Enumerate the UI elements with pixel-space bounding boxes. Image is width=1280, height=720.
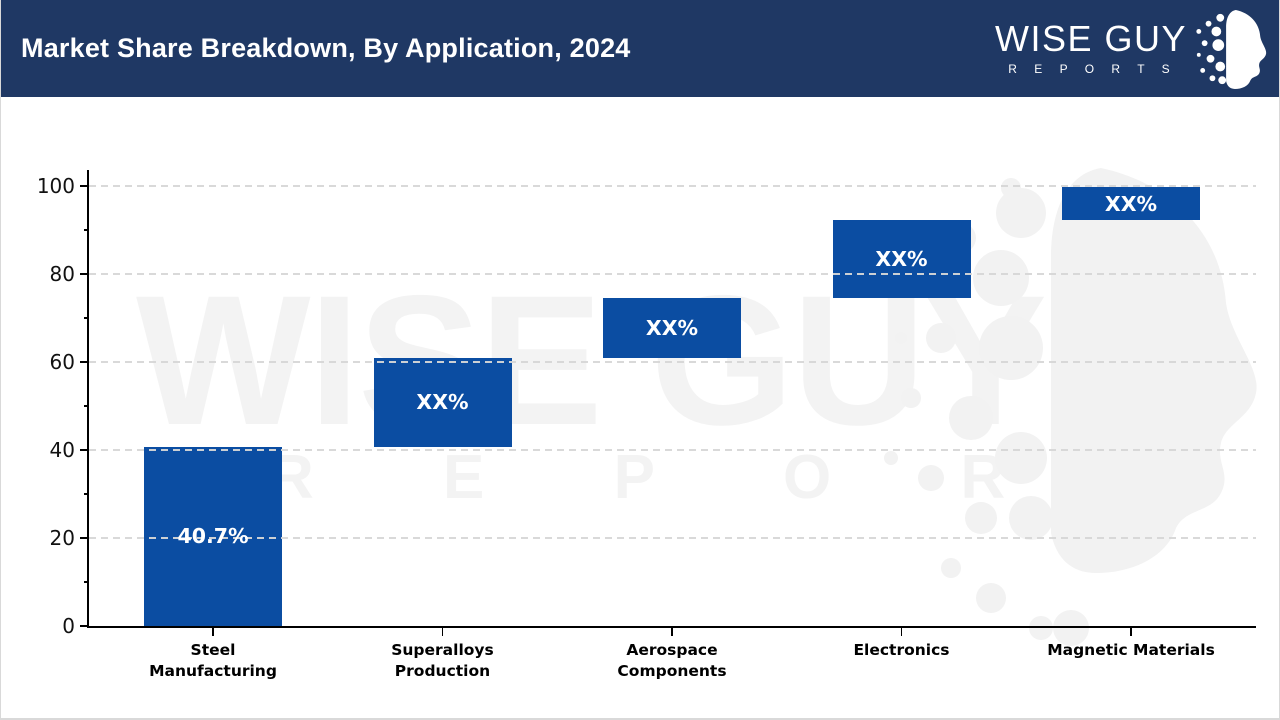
x-tick-aerospace-components (671, 628, 673, 636)
x-category-label-line: Superalloys (391, 641, 494, 659)
bar-value-label-steel-manufacturing: 40.7% (177, 524, 249, 549)
x-tick-magnetic-materials (1130, 628, 1132, 636)
x-category-label-line: Steel (190, 641, 236, 659)
logo-wordmark-sub: R E P O R T S (1008, 62, 1177, 76)
y-tick-label-80: 80 (49, 262, 75, 286)
x-category-label-line: Magnetic Materials (1047, 641, 1215, 659)
bar-steel-manufacturing (144, 446, 282, 626)
gridline-60 (89, 361, 1256, 363)
wise-guy-logo: WISE GUY R E P O R T S (995, 7, 1269, 91)
y-minor-tick-50 (84, 405, 89, 407)
x-category-label-steel-manufacturing: Steel Manufacturing (103, 640, 323, 682)
y-tick-40 (80, 449, 89, 451)
x-category-label-line: Electronics (853, 641, 950, 659)
logo-face-icon (1196, 9, 1267, 89)
y-axis-line (87, 170, 89, 628)
y-minor-tick-90 (84, 229, 89, 231)
x-category-label-line: Manufacturing (149, 662, 277, 680)
header-bar: Market Share Breakdown, By Application, … (1, 0, 1279, 97)
y-minor-tick-10 (84, 581, 89, 583)
x-category-label-electronics: Electronics (792, 640, 1012, 661)
x-category-label-line: Aerospace (626, 641, 718, 659)
x-tick-electronics (900, 628, 903, 636)
bar-value-label-electronics: XX% (875, 247, 928, 272)
y-tick-80 (80, 273, 89, 275)
y-tick-label-20: 20 (49, 526, 75, 550)
bar-value-label-superalloys-production: XX% (416, 390, 469, 415)
y-tick-label-60: 60 (49, 350, 75, 374)
y-tick-label-40: 40 (49, 438, 75, 462)
y-tick-label-100: 100 (36, 174, 75, 198)
y-minor-tick-70 (84, 317, 89, 319)
bar-aerospace-components (603, 298, 741, 358)
bar-superalloys-production (373, 357, 512, 447)
x-category-label-magnetic-materials: Magnetic Materials (1021, 640, 1241, 661)
y-tick-100 (80, 185, 89, 187)
bar-value-label-magnetic-materials: XX% (1104, 191, 1158, 216)
x-category-label-line: Components (617, 662, 727, 680)
x-category-label-aerospace-components: Aerospace Components (562, 640, 782, 682)
logo-wordmark-main: WISE GUY (994, 18, 1187, 59)
bar-value-label-aerospace-components: XX% (645, 315, 699, 340)
y-minor-tick-30 (84, 493, 89, 495)
x-tick-steel-manufacturing (212, 628, 214, 636)
bar-electronics (832, 219, 971, 299)
chart-title: Market Share Breakdown, By Application, … (21, 33, 631, 63)
y-tick-0 (80, 625, 89, 627)
x-tick-superalloys-production (441, 628, 444, 636)
x-category-label-superalloys-production: Superalloys Production (333, 640, 553, 682)
y-tick-20 (80, 537, 89, 539)
x-category-label-line: Production (394, 662, 491, 680)
x-axis-line (87, 626, 1256, 628)
logo-wordmark: WISE GUY R E P O R T S (994, 18, 1187, 77)
gridline-80 (89, 273, 1256, 275)
gridline-40 (89, 449, 1256, 451)
gridline-20 (89, 537, 1256, 539)
y-tick-label-0: 0 (62, 614, 75, 638)
bar-magnetic-materials (1062, 187, 1200, 220)
gridline-100 (89, 185, 1256, 187)
y-tick-60 (80, 361, 89, 363)
